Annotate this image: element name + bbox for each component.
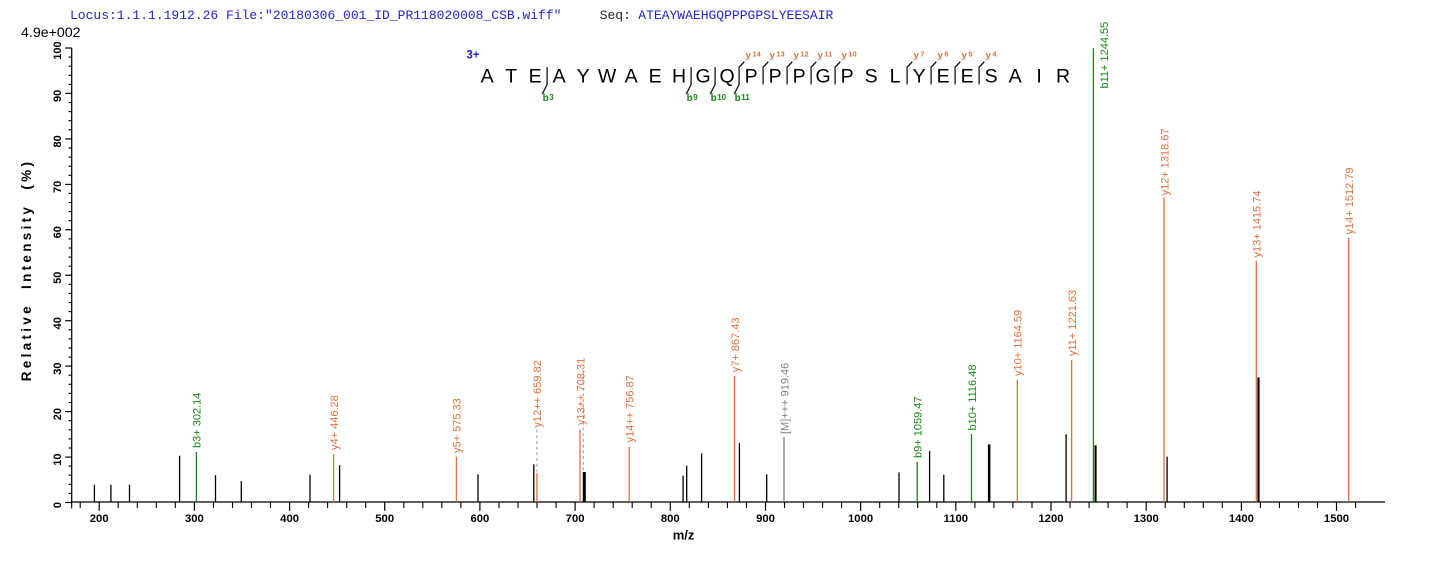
svg-text:Y: Y (577, 66, 590, 88)
svg-text:0: 0 (52, 502, 64, 508)
svg-text:y13+ 1415.74: y13+ 1415.74 (1252, 191, 1264, 258)
svg-text:G: G (816, 66, 831, 88)
svg-text:y6: y6 (938, 50, 949, 62)
svg-text:Y: Y (913, 66, 926, 88)
svg-text:L: L (890, 66, 901, 88)
svg-text:y4+ 446.28: y4+ 446.28 (329, 395, 341, 450)
svg-text:Seq:: Seq: (600, 8, 631, 23)
svg-text:3+: 3+ (466, 50, 479, 62)
svg-text:y14++ 756.87: y14++ 756.87 (625, 375, 637, 442)
svg-text:A: A (1009, 66, 1022, 88)
svg-text:500: 500 (375, 513, 394, 525)
svg-text:800: 800 (661, 513, 680, 525)
svg-text:y5: y5 (962, 50, 973, 62)
svg-text:P: P (745, 66, 758, 88)
svg-text:50: 50 (52, 272, 64, 284)
svg-text:y14: y 14 (746, 50, 762, 62)
svg-text:1100: 1100 (944, 513, 969, 525)
svg-text:ATEAYWAEHGQPPPGPSLYEESAIR: ATEAYWAEHGQPPPGPSLYEESAIR (638, 8, 833, 23)
svg-text:E: E (529, 66, 542, 88)
svg-text:4.9e+002: 4.9e+002 (21, 25, 81, 41)
svg-text:200: 200 (90, 513, 109, 525)
svg-text:y14+ 1512.79: y14+ 1512.79 (1344, 168, 1356, 235)
svg-text:1500: 1500 (1324, 513, 1349, 525)
svg-text:b11: b11 (735, 93, 751, 104)
svg-text:90: 90 (52, 90, 64, 102)
svg-text:b3: b3 (543, 93, 555, 104)
svg-text:G: G (696, 66, 711, 88)
svg-text:400: 400 (280, 513, 299, 525)
svg-text:A: A (481, 66, 494, 88)
svg-text:Relative Intensity (%): Relative Intensity (%) (19, 159, 34, 382)
svg-text:y12+ 1318.67: y12+ 1318.67 (1159, 128, 1171, 195)
svg-text:b11+ 1244.55: b11+ 1244.55 (1099, 22, 1111, 89)
svg-text:E: E (937, 66, 950, 88)
svg-text:y5+ 575.33: y5+ 575.33 (452, 398, 464, 453)
svg-text:P: P (793, 66, 806, 88)
svg-text:I: I (1036, 66, 1041, 88)
svg-text:b10: b10 (711, 93, 727, 104)
svg-text:70: 70 (52, 181, 64, 193)
svg-text:y7+ 867.43: y7+ 867.43 (730, 318, 742, 373)
svg-text:S: S (985, 66, 998, 88)
svg-text:10: 10 (52, 453, 64, 465)
svg-text:E: E (649, 66, 662, 88)
svg-text:1000: 1000 (848, 513, 873, 525)
svg-text:[M]+++ 919.46: [M]+++ 919.46 (779, 363, 791, 434)
svg-text:y13: y 13 (770, 50, 785, 62)
svg-text:y7: y7 (914, 50, 925, 62)
svg-text:300: 300 (185, 513, 204, 525)
svg-text:y10: y 10 (842, 50, 857, 62)
svg-text:b3+ 302.14: b3+ 302.14 (192, 393, 204, 448)
svg-text:P: P (841, 66, 854, 88)
svg-text:H: H (672, 66, 686, 88)
svg-text:R: R (1056, 66, 1070, 88)
svg-text:600: 600 (470, 513, 489, 525)
svg-text:1300: 1300 (1134, 513, 1159, 525)
svg-text:y11: y 11 (818, 50, 833, 62)
svg-text:20: 20 (52, 408, 64, 420)
svg-text:y13++ 708.31: y13++ 708.31 (575, 358, 587, 425)
svg-text:W: W (598, 66, 617, 88)
svg-text:y10+ 1164.59: y10+ 1164.59 (1013, 310, 1025, 376)
svg-text:1200: 1200 (1038, 513, 1063, 525)
svg-text:80: 80 (52, 135, 64, 147)
svg-text:30: 30 (52, 362, 64, 374)
svg-text:Locus:1.1.1.1912.26 File:"2018: Locus:1.1.1.1912.26 File:"20180306_001_I… (70, 8, 561, 23)
svg-text:y12++ 659.82: y12++ 659.82 (532, 360, 544, 427)
svg-text:y11+ 1221.63: y11+ 1221.63 (1067, 290, 1079, 356)
svg-text:900: 900 (756, 513, 775, 525)
svg-text:Q: Q (720, 66, 735, 88)
svg-text:A: A (553, 66, 566, 88)
svg-text:b9: b9 (687, 93, 699, 104)
svg-text:100: 100 (52, 41, 64, 59)
svg-text:1400: 1400 (1229, 513, 1254, 525)
svg-text:S: S (865, 66, 878, 88)
svg-text:T: T (505, 66, 517, 88)
svg-text:b9+ 1059.47: b9+ 1059.47 (913, 397, 925, 458)
svg-text:y4: y4 (986, 50, 998, 62)
svg-text:m/z: m/z (673, 528, 695, 543)
svg-text:40: 40 (52, 317, 64, 329)
svg-text:y12: y 12 (794, 50, 809, 62)
svg-text:A: A (625, 66, 638, 88)
svg-text:P: P (769, 66, 782, 88)
svg-text:E: E (961, 66, 974, 88)
svg-text:700: 700 (566, 513, 585, 525)
svg-text:b10+ 1116.48: b10+ 1116.48 (967, 365, 979, 431)
svg-text:60: 60 (52, 226, 64, 238)
